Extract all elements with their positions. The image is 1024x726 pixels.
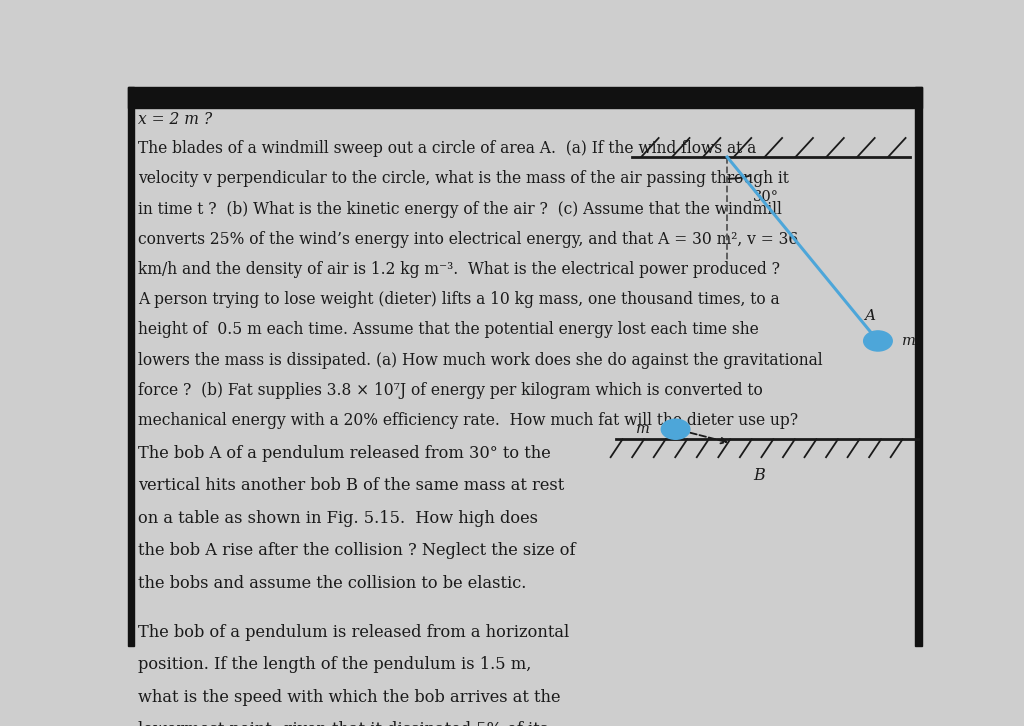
Text: converts 25% of the wind’s energy into electrical energy, and that A = 30 m², v : converts 25% of the wind’s energy into e…	[138, 231, 799, 248]
Text: vertical hits another bob B of the same mass at rest: vertical hits another bob B of the same …	[138, 477, 564, 494]
Text: in time t ?  (b) What is the kinetic energy of the air ?  (c) Assume that the wi: in time t ? (b) What is the kinetic ener…	[138, 200, 782, 218]
Text: m: m	[636, 423, 649, 436]
Text: m: m	[902, 334, 915, 348]
Text: 30°: 30°	[754, 189, 779, 204]
Bar	[915, 87, 922, 646]
Text: lowers the mass is dissipated. (a) How much work does she do against the gravita: lowers the mass is dissipated. (a) How m…	[138, 351, 823, 369]
Text: A: A	[864, 309, 876, 322]
Text: x = 2 m ?: x = 2 m ?	[138, 110, 212, 128]
Text: The blades of a windmill sweep out a circle of area A.  (a) If the wind flows at: The blades of a windmill sweep out a cir…	[138, 140, 757, 158]
Text: the bob A rise after the collision ? Neglect the size of: the bob A rise after the collision ? Neg…	[138, 542, 575, 559]
Text: lowermost point, given that it dissipated 5% of its: lowermost point, given that it dissipate…	[138, 721, 549, 726]
Text: position. If the length of the pendulum is 1.5 m,: position. If the length of the pendulum …	[138, 656, 531, 673]
Bar	[128, 87, 922, 108]
Text: the bobs and assume the collision to be elastic.: the bobs and assume the collision to be …	[138, 574, 526, 592]
Text: force ?  (b) Fat supplies 3.8 × 10⁷J of energy per kilogram which is converted t: force ? (b) Fat supplies 3.8 × 10⁷J of e…	[138, 382, 763, 399]
Text: mechanical energy with a 20% efficiency rate.  How much fat will the dieter use : mechanical energy with a 20% efficiency …	[138, 412, 799, 429]
Text: A person trying to lose weight (dieter) lifts a 10 kg mass, one thousand times, : A person trying to lose weight (dieter) …	[138, 291, 780, 308]
Text: on a table as shown in Fig. 5.15.  How high does: on a table as shown in Fig. 5.15. How hi…	[138, 510, 539, 527]
Circle shape	[662, 419, 690, 439]
Text: velocity v perpendicular to the circle, what is the mass of the air passing thro: velocity v perpendicular to the circle, …	[138, 171, 790, 187]
Text: The bob of a pendulum is released from a horizontal: The bob of a pendulum is released from a…	[138, 624, 569, 641]
Text: The bob A of a pendulum released from 30° to the: The bob A of a pendulum released from 30…	[138, 445, 551, 462]
Text: what is the speed with which the bob arrives at the: what is the speed with which the bob arr…	[138, 689, 561, 706]
Text: km/h and the density of air is 1.2 kg m⁻³.  What is the electrical power produce: km/h and the density of air is 1.2 kg m⁻…	[138, 261, 780, 278]
Text: B: B	[753, 468, 765, 484]
Text: height of  0.5 m each time. Assume that the potential energy lost each time she: height of 0.5 m each time. Assume that t…	[138, 322, 759, 338]
Circle shape	[863, 331, 892, 351]
Bar	[128, 87, 134, 646]
